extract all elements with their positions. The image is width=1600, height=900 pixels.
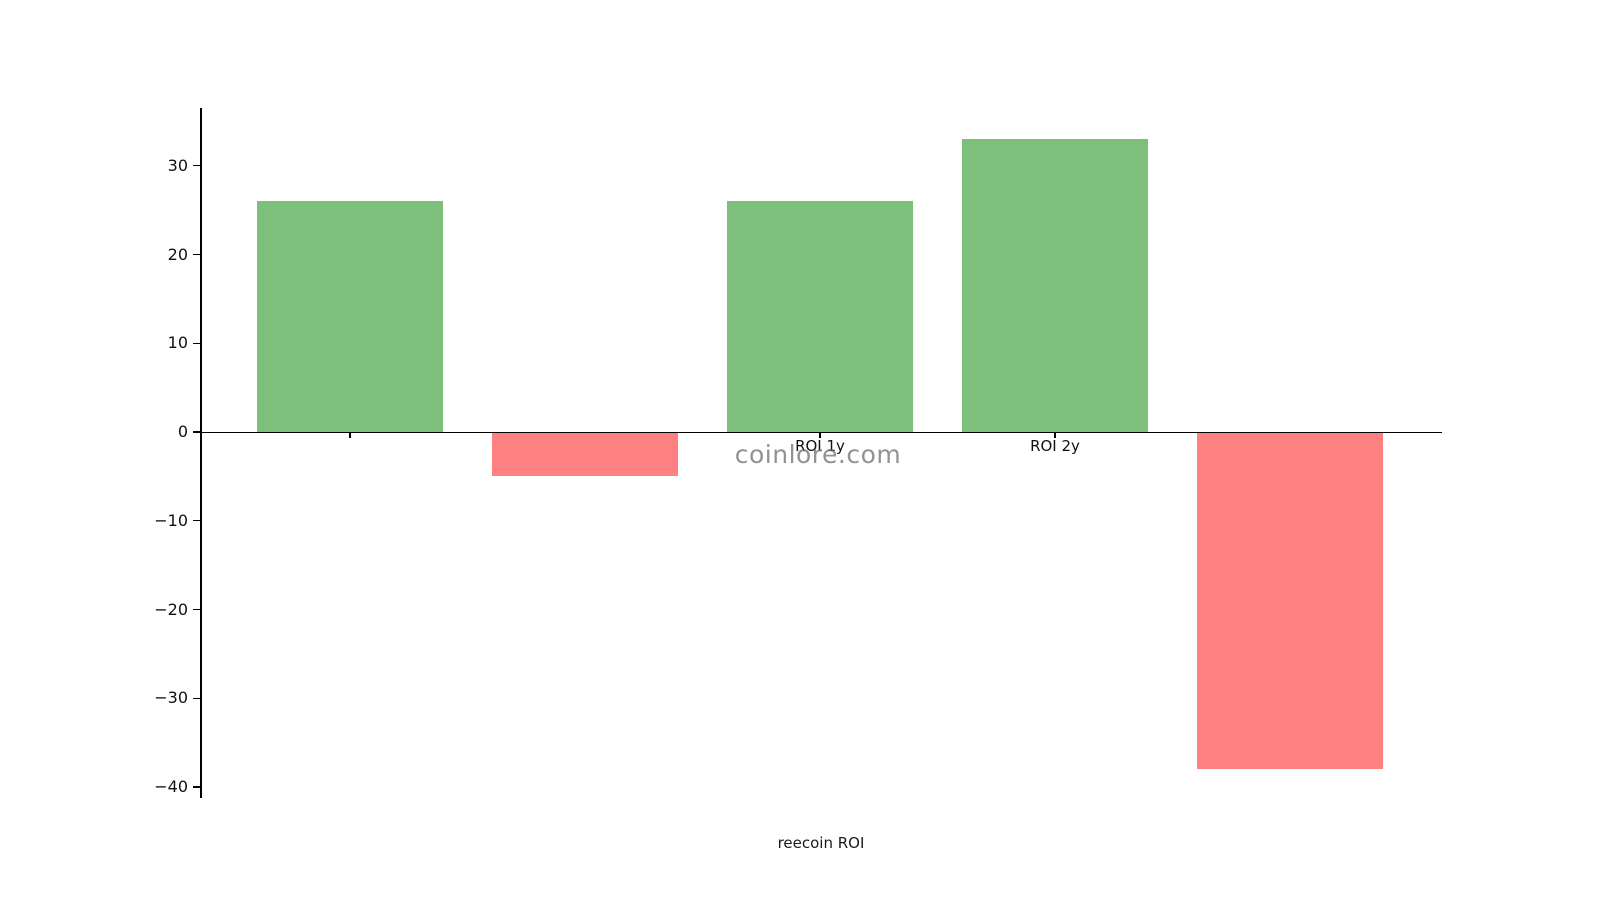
x-tick-mark xyxy=(819,432,821,438)
bar-roi-2y xyxy=(962,139,1148,432)
y-tick-label: 0 xyxy=(177,422,188,441)
bar-series-1 xyxy=(492,432,678,477)
bar-roi-1y xyxy=(727,201,913,432)
chart-title: reecoin ROI xyxy=(777,834,865,852)
y-tick-mark xyxy=(193,697,200,699)
y-tick-label: −40 xyxy=(154,777,188,796)
y-tick-label: 10 xyxy=(167,333,188,353)
y-tick-mark xyxy=(193,608,200,611)
bar-series-4 xyxy=(1197,432,1383,770)
y-tick-mark xyxy=(193,342,200,344)
x-tick-mark xyxy=(349,432,351,438)
y-tick-label: −20 xyxy=(154,599,188,619)
y-tick-mark xyxy=(193,786,200,788)
x-axis-zero-line xyxy=(200,431,1442,433)
bar-series-0 xyxy=(257,201,443,432)
watermark-text: coinlore.com xyxy=(734,440,902,469)
y-axis-line xyxy=(200,108,202,798)
y-tick-mark xyxy=(193,431,200,433)
x-tick-mark xyxy=(1054,432,1056,438)
y-tick-label: 30 xyxy=(167,155,188,175)
x-tick-label: ROI 1y xyxy=(795,437,845,455)
y-tick-label: −30 xyxy=(154,688,188,708)
y-tick-label: −10 xyxy=(154,510,188,530)
y-tick-mark xyxy=(193,165,200,167)
y-tick-mark xyxy=(193,520,200,522)
y-tick-mark xyxy=(193,253,200,256)
x-tick-label: ROI 2y xyxy=(1030,437,1080,455)
y-tick-label: 20 xyxy=(167,244,188,264)
